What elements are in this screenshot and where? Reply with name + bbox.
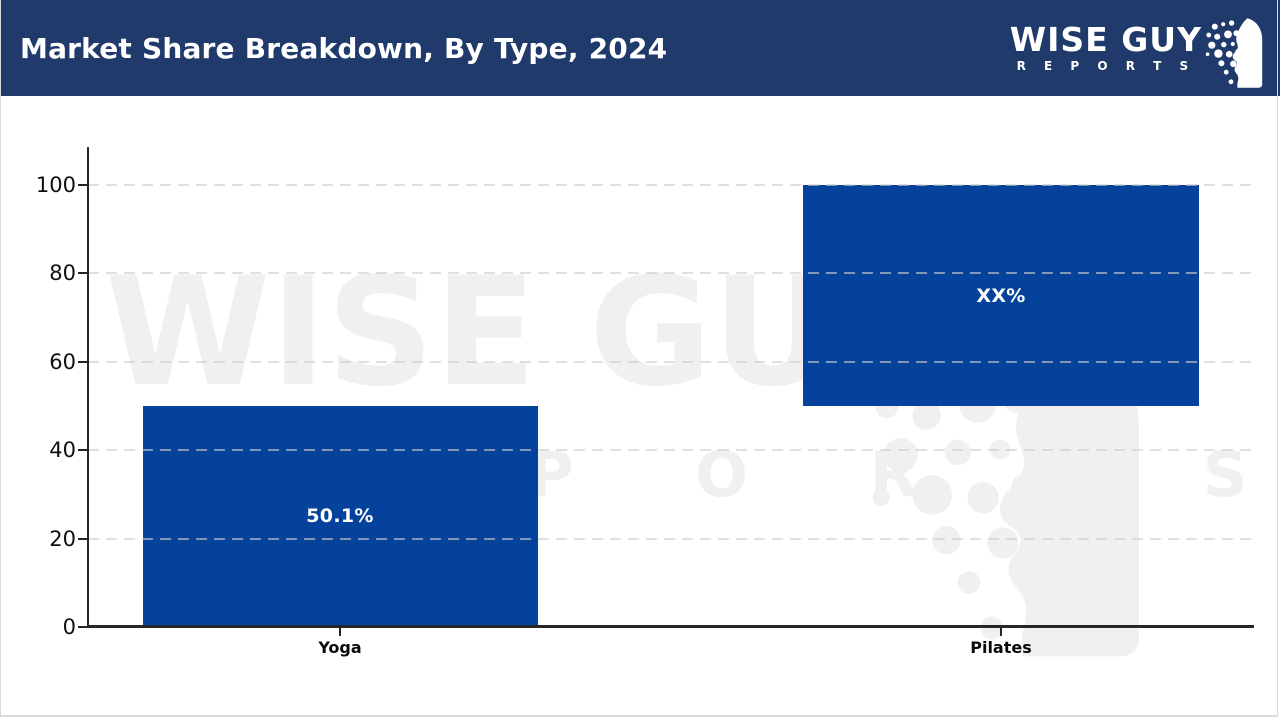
y-tick-mark xyxy=(78,360,87,363)
chart-title: Market Share Breakdown, By Type, 2024 xyxy=(20,31,668,65)
y-axis-spine xyxy=(87,147,89,628)
y-tick-mark xyxy=(78,626,87,628)
y-tick-mark xyxy=(78,184,87,186)
bar-value-label: XX% xyxy=(976,284,1026,307)
category-label-yoga: Yoga xyxy=(318,638,362,657)
x-tick-yoga xyxy=(339,628,341,636)
frame-edge-right xyxy=(1277,0,1278,716)
gridline-80 xyxy=(88,272,1253,275)
x-tick-pilates xyxy=(1000,628,1002,636)
frame-edge-left xyxy=(0,0,1,716)
y-tick-mark xyxy=(78,272,87,275)
wiseguy-logo: WISE GUY R E P O R T S xyxy=(1010,0,1270,96)
y-tick-label: 100 xyxy=(35,173,76,197)
y-tick-label: 80 xyxy=(49,261,76,286)
bar-value-label: 50.1% xyxy=(306,505,374,528)
x-axis-spine xyxy=(87,625,1254,628)
bar-pilates: XX% xyxy=(803,185,1199,406)
wiseguy-logo-text: WISE GUY R E P O R T S xyxy=(1010,23,1202,73)
watermark-text-line1: WISE GUY xyxy=(105,246,943,420)
y-tick-label: 0 xyxy=(62,615,76,639)
y-tick-mark xyxy=(78,449,87,452)
y-tick-label: 40 xyxy=(49,438,76,463)
frame-edge-bottom xyxy=(0,715,1278,717)
gridline-100 xyxy=(88,184,1253,186)
y-tick-label: 20 xyxy=(49,526,76,551)
category-label-pilates: Pilates xyxy=(970,638,1032,657)
header-bar: Market Share Breakdown, By Type, 2024 WI… xyxy=(0,0,1280,96)
bar-yoga: 50.1% xyxy=(142,405,538,627)
watermark-face-icon xyxy=(872,327,1139,657)
gridline-20 xyxy=(88,537,1253,540)
gridline-40 xyxy=(88,449,1253,452)
logo-subtitle: R E P O R T S xyxy=(1016,59,1196,73)
logo-wordmark: WISE GUY xyxy=(1009,20,1202,59)
gridline-60 xyxy=(88,360,1253,363)
y-tick-label: 60 xyxy=(49,349,76,374)
y-tick-mark xyxy=(78,537,87,540)
wiseguy-face-icon xyxy=(1205,18,1263,88)
